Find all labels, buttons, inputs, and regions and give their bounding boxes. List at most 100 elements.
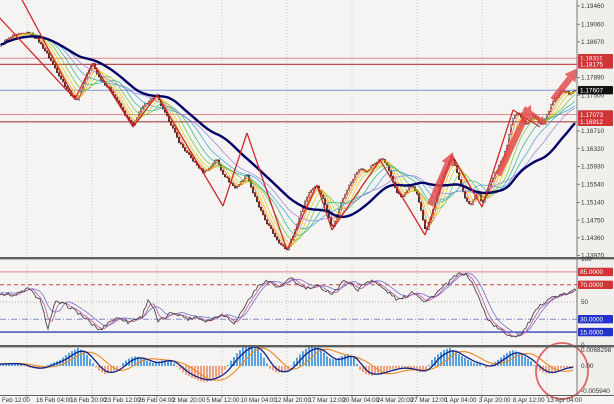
price-badge: [578, 60, 613, 69]
trendline: [379, 159, 426, 236]
time-axis[interactable]: [0, 395, 614, 404]
up-arrow-head: [441, 152, 455, 167]
trendline: [286, 184, 318, 251]
arrow-shaft: [522, 106, 542, 122]
time-label: 26 Feb 04:00: [138, 397, 175, 404]
time-label: 17 Mar 12:00: [309, 397, 346, 404]
trendline: [222, 132, 248, 207]
time-label: Feb 12:00: [2, 397, 30, 404]
price-tick-label: 1.15540: [581, 181, 605, 188]
price-badge: [578, 86, 613, 95]
price-tick-label: 1.19460: [581, 3, 605, 10]
price-badge-label: 1.18175: [580, 62, 604, 69]
oscillator-group: [0, 271, 577, 338]
time-label: 24 Mar 20:00: [377, 397, 414, 404]
price-tick-label: 1.19060: [581, 21, 605, 28]
arrow-shaft: [427, 162, 451, 207]
ma-line: [0, 35, 576, 236]
price-axis-labels: 1.19460 1.19060 1.18670 1.17890 1.17500 1.167…: [577, 3, 613, 260]
price-badge: [578, 280, 613, 289]
price-tick-label: 1.16710: [581, 128, 605, 135]
price-tick-label: 1.14750: [581, 217, 605, 224]
price-badge: [578, 315, 613, 324]
histogram-tick-label: 0.0068298: [581, 347, 612, 354]
histogram-axis-labels: 0.0068298 0.00 -0.005940: [581, 347, 612, 395]
ma-line: [0, 33, 576, 245]
time-label: 1 Apr 04:00: [445, 397, 477, 404]
price-badge: [578, 117, 613, 127]
time-label: 5 Mar 12:00: [206, 397, 240, 404]
ma-line: [0, 36, 576, 229]
arrow-shaft: [550, 76, 573, 103]
trendline: [246, 132, 288, 251]
time-label: 10 Mar 04:00: [240, 397, 277, 404]
price-tick-label: 1.13970: [581, 253, 605, 260]
main-price-panel[interactable]: [0, 0, 577, 257]
trendlines: [0, 0, 541, 251]
price-badge-label: 1.16912: [580, 119, 604, 126]
price-badge: [578, 327, 613, 337]
price-tick-label: 1.15930: [581, 164, 605, 171]
time-label: 20 Mar 04:00: [343, 397, 380, 404]
trendline: [92, 62, 134, 128]
price-badge-label: 15.0000: [580, 329, 604, 336]
oscillator-signal-line: [0, 273, 577, 337]
price-badge-label: 1.17607: [580, 88, 604, 95]
time-label: 18 Feb 20:00: [70, 397, 107, 404]
oscillator-tick-label: 100: [581, 256, 592, 263]
oscillator-tick-label: 0: [581, 342, 585, 349]
time-label: 2 Mar 20:00: [172, 397, 206, 404]
price-tick-label: 1.18670: [581, 39, 605, 46]
price-badge-label: 85.0000: [580, 269, 604, 276]
time-label: 27 Mar 12:00: [411, 397, 448, 404]
price-tick-label: 1.17890: [581, 75, 605, 82]
price-badge-label: 30.0000: [580, 317, 604, 324]
circle-annotation: [535, 342, 589, 400]
trendline: [451, 154, 483, 208]
price-axis[interactable]: [577, 0, 614, 395]
up-arrow-head: [536, 115, 547, 125]
annotation-arrows: [427, 68, 577, 207]
price-badge: [578, 267, 613, 277]
oscillator-axis-labels: 100 50 0 85.0000 70.0000 30.0000 15.0000: [578, 256, 613, 349]
trendline: [74, 62, 94, 100]
slow-ma-navy: [0, 35, 576, 219]
oscillator-tick-label: 50: [581, 299, 589, 306]
histogram-fast-line: [0, 347, 574, 381]
price-badge-label: 70.0000: [580, 282, 604, 289]
histogram-tick-label: -0.005940: [581, 388, 610, 395]
price-tick-label: 1.14360: [581, 235, 605, 242]
trendline: [331, 159, 381, 231]
time-label: 3 Apr 20:00: [479, 397, 511, 404]
histogram-group: [0, 347, 577, 382]
oscillator-panel[interactable]: [0, 259, 577, 345]
trendline: [0, 17, 76, 100]
trendline: [481, 109, 514, 208]
histogram-slow-line: [0, 347, 574, 381]
price-tick-label: 1.17500: [581, 92, 605, 99]
price-tick-label: 1.16320: [581, 146, 605, 153]
up-arrow-head: [564, 68, 577, 83]
trendline: [132, 94, 158, 128]
trendline: [316, 184, 333, 231]
time-label: 23 Feb 12:00: [104, 397, 141, 404]
time-label: 12 Mar 20:00: [274, 397, 311, 404]
time-label: 16 Feb 04:00: [36, 397, 73, 404]
price-badge-label: 1.18311: [580, 56, 603, 63]
time-label: 8 Apr 12:00: [513, 397, 545, 404]
oscillator-main-line: [0, 272, 577, 338]
histogram-panel[interactable]: [0, 347, 577, 395]
price-tick-label: 1.15140: [581, 200, 605, 207]
time-label: 13 Apr 04:00: [547, 397, 583, 404]
panel-separator: [0, 257, 614, 260]
price-badge-label: 1.17073: [580, 112, 604, 119]
panel-separator: [0, 395, 614, 396]
trendline: [156, 94, 224, 207]
price-badge: [578, 110, 613, 119]
histogram-tick-label: 0.00: [581, 363, 594, 370]
panel-separator: [0, 345, 614, 348]
trendline: [21, 0, 76, 100]
